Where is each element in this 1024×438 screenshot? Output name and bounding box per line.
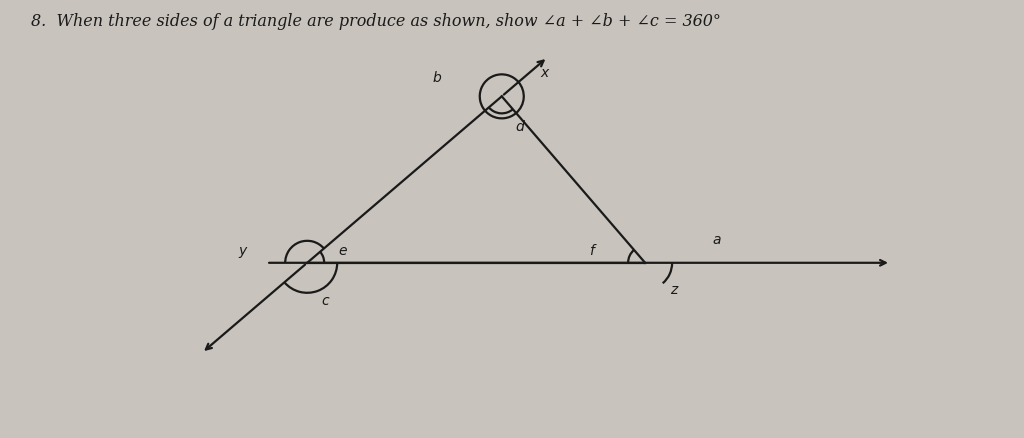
Text: b: b	[433, 71, 441, 85]
Text: 8.  When three sides of a triangle are produce as shown, show ∠a + ∠b + ∠c = 360: 8. When three sides of a triangle are pr…	[31, 13, 721, 30]
Text: z: z	[670, 283, 678, 297]
Text: d: d	[515, 120, 524, 134]
Text: y: y	[239, 244, 247, 258]
Text: e: e	[339, 244, 347, 258]
Text: a: a	[713, 233, 721, 247]
Text: x: x	[541, 67, 549, 80]
Text: c: c	[322, 294, 329, 308]
Text: f: f	[589, 244, 594, 258]
